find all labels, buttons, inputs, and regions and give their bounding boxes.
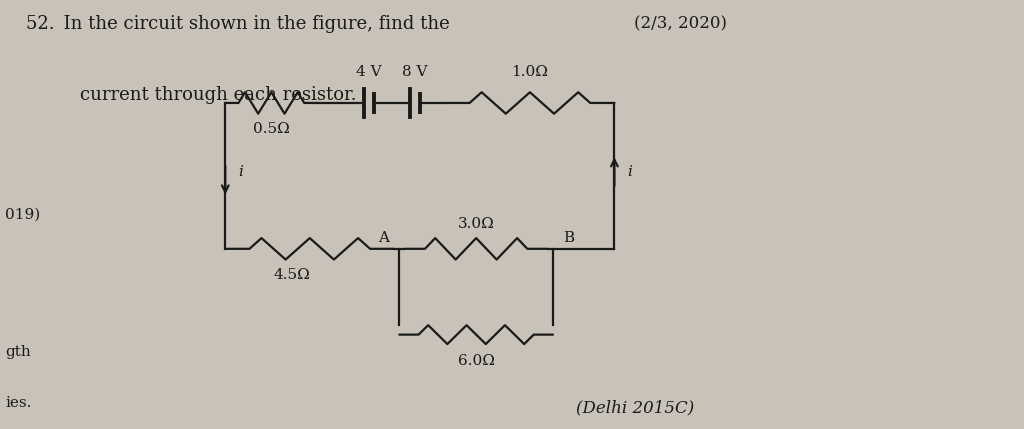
Text: 0.5Ω: 0.5Ω [253, 122, 290, 136]
Text: A: A [378, 231, 389, 245]
Text: (Delhi 2015C): (Delhi 2015C) [575, 399, 694, 416]
Text: 3.0Ω: 3.0Ω [458, 217, 495, 231]
Text: gth: gth [5, 345, 31, 359]
Text: 4 V: 4 V [355, 65, 382, 79]
Text: i: i [628, 165, 633, 178]
Text: 019): 019) [5, 208, 40, 221]
Text: (2/3, 2020): (2/3, 2020) [635, 15, 727, 32]
Text: 1.0Ω: 1.0Ω [511, 65, 549, 79]
Text: current through each resistor.: current through each resistor. [26, 86, 356, 104]
Text: 6.0Ω: 6.0Ω [458, 354, 495, 368]
Text: 52. In the circuit shown in the figure, find the: 52. In the circuit shown in the figure, … [26, 15, 450, 33]
Text: ies.: ies. [5, 396, 32, 410]
Text: 4.5Ω: 4.5Ω [273, 268, 310, 282]
Text: 8 V: 8 V [402, 65, 427, 79]
Text: i: i [239, 165, 244, 178]
Text: B: B [563, 231, 574, 245]
